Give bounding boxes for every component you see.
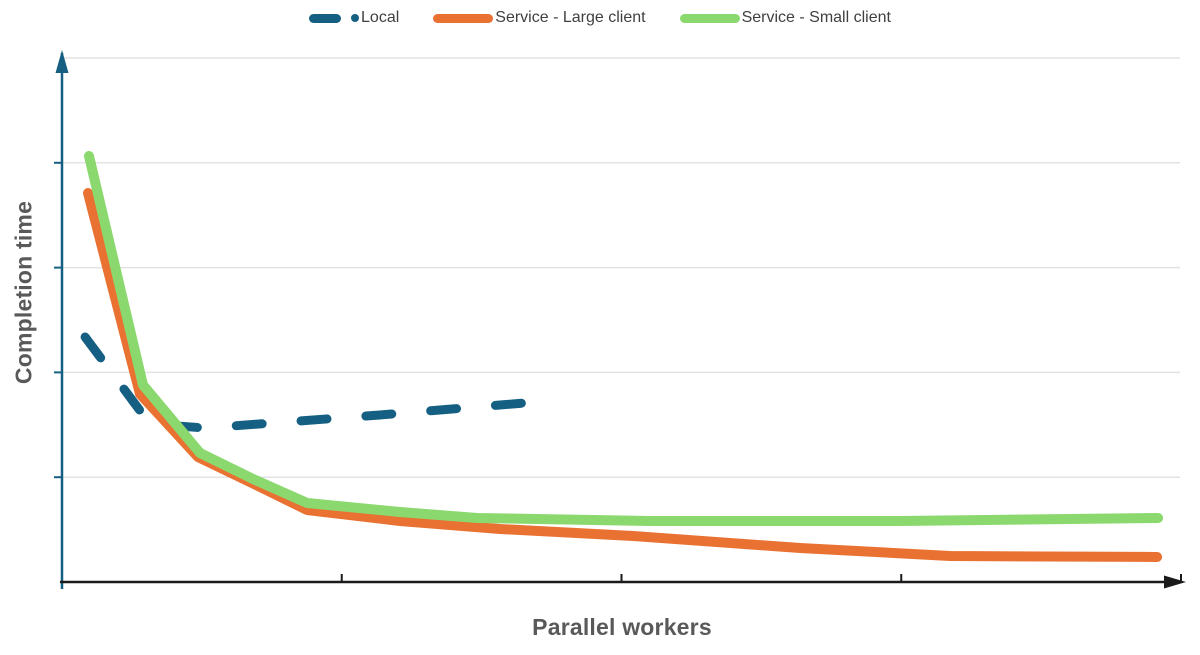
- x-axis-arrow-icon: [1164, 575, 1186, 589]
- y-axis-arrow-icon: [55, 50, 69, 73]
- legend-label-service-large: Service - Large client: [495, 9, 646, 26]
- x-axis-title: Parallel workers: [532, 614, 712, 640]
- legend-label-service-small: Service - Small client: [741, 9, 891, 26]
- local-dot-marker-icon: [351, 14, 360, 22]
- local-dash-marker-icon: [309, 13, 342, 23]
- series-line-local: [80, 332, 565, 433]
- chart-legend: Local Service - Large client Service - S…: [0, 5, 1200, 31]
- service-small-line-marker-icon: [679, 13, 740, 23]
- legend-item-local: Local: [309, 9, 399, 27]
- series-line-service-small-client: [84, 151, 1164, 526]
- y-axis-title: Completion time: [10, 200, 37, 385]
- legend-item-service-small: Service - Small client: [679, 9, 891, 27]
- legend-label-local: Local: [361, 9, 400, 26]
- service-large-line-marker-icon: [433, 13, 494, 23]
- series-line-service-large-client: [83, 188, 1163, 562]
- legend-item-service-large: Service - Large client: [433, 9, 646, 27]
